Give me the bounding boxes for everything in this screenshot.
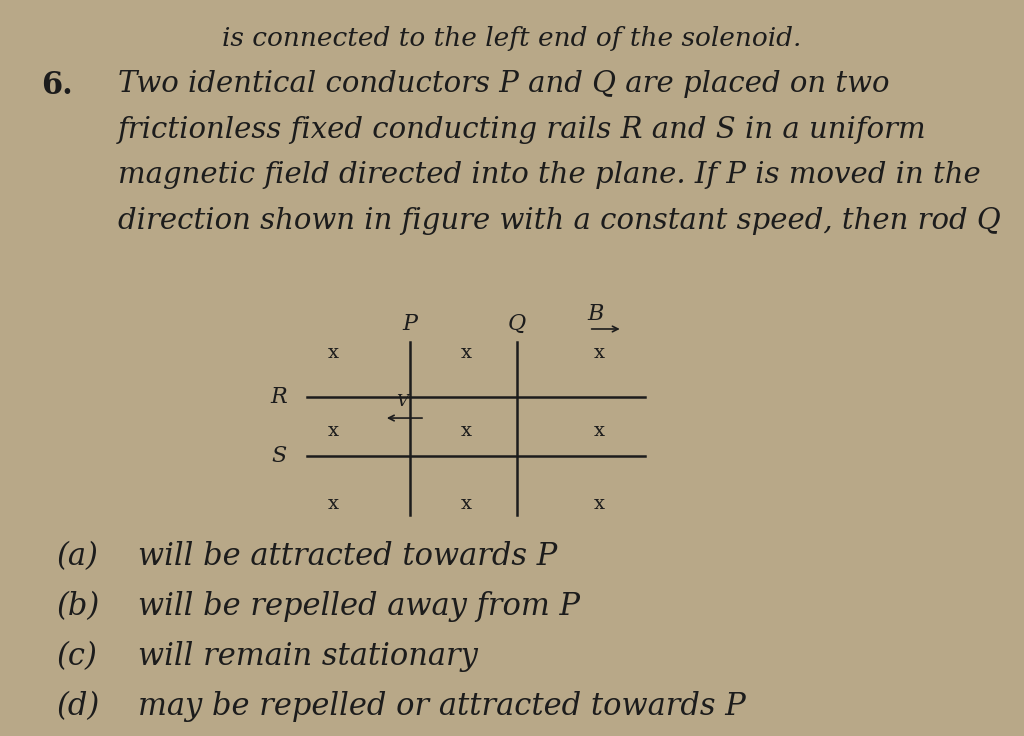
Text: will be repelled away from P: will be repelled away from P xyxy=(138,591,581,622)
Text: x: x xyxy=(594,422,604,439)
Text: S: S xyxy=(271,445,287,467)
Text: B: B xyxy=(588,303,604,325)
Text: 6.: 6. xyxy=(41,70,73,101)
Text: direction shown in figure with a constant speed, then rod Q: direction shown in figure with a constan… xyxy=(118,207,1000,235)
Text: Q: Q xyxy=(508,313,526,335)
Text: (c): (c) xyxy=(56,641,97,672)
Text: x: x xyxy=(594,495,604,513)
Text: Two identical conductors P and Q are placed on two: Two identical conductors P and Q are pla… xyxy=(118,70,889,98)
Text: may be repelled or attracted towards P: may be repelled or attracted towards P xyxy=(138,691,746,722)
Text: x: x xyxy=(461,495,471,513)
Text: magnetic field directed into the plane. If P is moved in the: magnetic field directed into the plane. … xyxy=(118,161,981,189)
Text: V: V xyxy=(396,393,409,410)
Text: (a): (a) xyxy=(56,541,98,572)
Text: x: x xyxy=(594,344,604,362)
Text: x: x xyxy=(328,344,338,362)
Text: x: x xyxy=(328,495,338,513)
Text: will be attracted towards P: will be attracted towards P xyxy=(138,541,557,572)
Text: P: P xyxy=(402,313,417,335)
Text: is connected to the left end of the solenoid.: is connected to the left end of the sole… xyxy=(222,26,802,51)
Text: will remain stationary: will remain stationary xyxy=(138,641,478,672)
Text: (d): (d) xyxy=(56,691,99,722)
Text: (b): (b) xyxy=(56,591,99,622)
Text: R: R xyxy=(270,386,287,408)
Text: x: x xyxy=(461,344,471,362)
Text: x: x xyxy=(328,422,338,439)
Text: x: x xyxy=(461,422,471,439)
Text: frictionless fixed conducting rails R and S in a uniform: frictionless fixed conducting rails R an… xyxy=(118,116,927,144)
